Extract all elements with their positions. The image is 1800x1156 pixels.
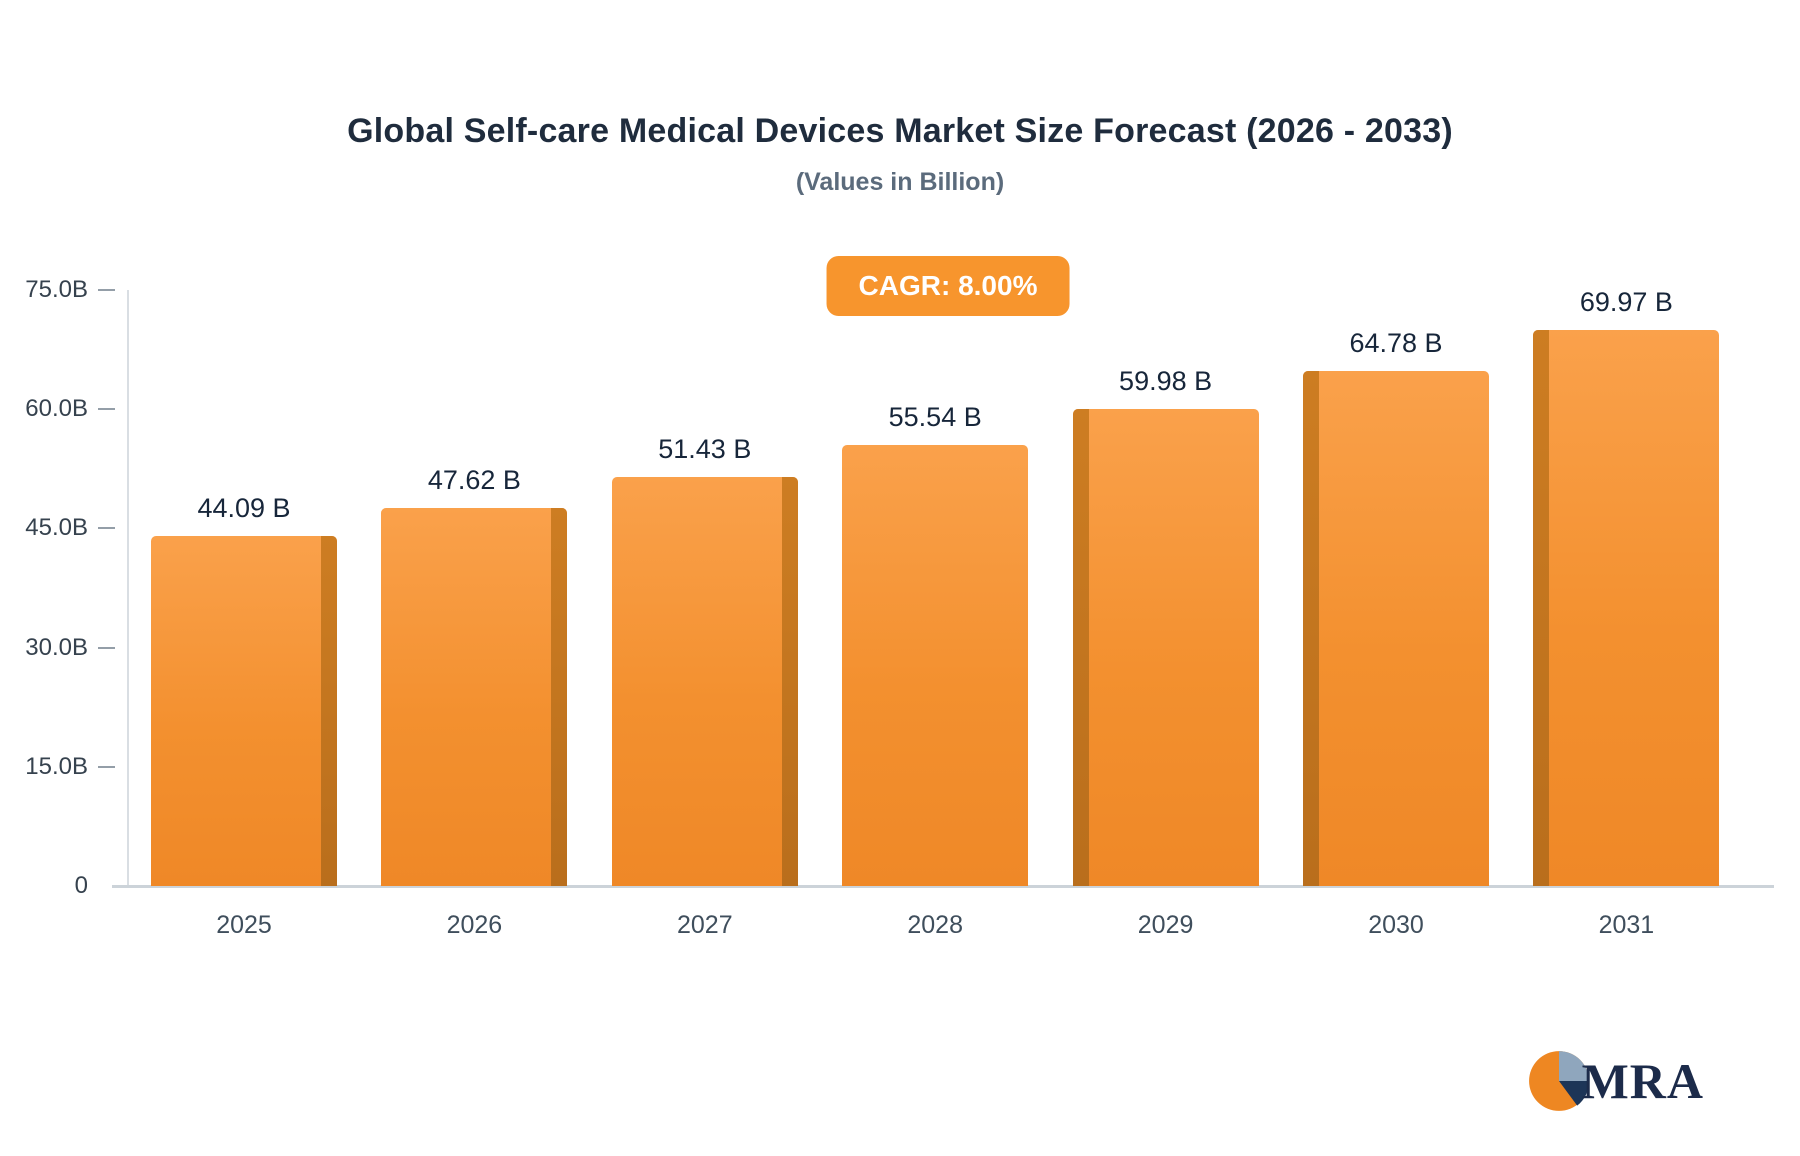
bar-value-label: 64.78 B — [1349, 328, 1443, 358]
y-axis-tick-mark — [98, 647, 115, 649]
bar-face — [842, 445, 1029, 886]
bar: 44.09 B 2025 — [151, 493, 337, 939]
y-axis-tick-label: 15.0B — [25, 753, 88, 780]
x-axis-label: 2026 — [446, 911, 503, 939]
x-axis-label: 2031 — [1598, 911, 1655, 939]
bar-face — [381, 508, 568, 886]
bar-face — [151, 536, 337, 886]
bar-face — [1072, 409, 1259, 886]
cagr-badge: CAGR: 8.00% — [826, 256, 1070, 316]
x-axis-label: 2027 — [676, 911, 733, 939]
mra-logo-text: MRA — [1581, 1053, 1704, 1109]
bar: 64.78 B 2030 — [1303, 328, 1489, 939]
y-axis-tick-mark — [98, 408, 115, 410]
bar: 51.43 B 2027 — [611, 434, 798, 939]
bar-face — [611, 477, 798, 886]
chart-subtitle: (Values in Billion) — [795, 168, 1005, 196]
bar-value-label: 55.54 B — [888, 402, 982, 432]
bar-value-label: 44.09 B — [197, 493, 291, 523]
y-axis-tick-label: 30.0B — [25, 634, 88, 661]
bar-value-label: 59.98 B — [1119, 366, 1213, 396]
y-axis-tick-mark — [98, 527, 115, 529]
chart-title: Global Self-care Medical Devices Market … — [347, 112, 1453, 150]
bar: 47.62 B 2026 — [381, 465, 568, 939]
bar: 69.97 B 2031 — [1533, 287, 1720, 939]
x-axis-baseline — [112, 885, 1774, 888]
bar-side-shade — [1303, 371, 1319, 886]
bar-side-shade — [321, 536, 337, 886]
bar-side-shade — [1533, 330, 1550, 886]
bar: 55.54 B 2028 — [842, 402, 1029, 939]
x-axis-label: 2029 — [1137, 911, 1194, 939]
bar-face — [1533, 330, 1720, 886]
bar-side-shade — [551, 508, 568, 886]
y-axis-tick-label: 60.0B — [25, 395, 88, 422]
mra-logo-icon — [1528, 1051, 1589, 1111]
bar-side-shade — [1072, 409, 1089, 886]
y-axis-tick-label: 75.0B — [25, 276, 88, 303]
bar-value-label: 69.97 B — [1579, 287, 1673, 317]
x-axis-label: 2025 — [216, 911, 272, 939]
bar-value-label: 51.43 B — [658, 434, 752, 464]
bar-side-shade — [781, 477, 798, 886]
y-axis-tick-label: 45.0B — [25, 514, 88, 541]
bar-face — [1303, 371, 1489, 886]
x-axis-label: 2028 — [907, 911, 963, 939]
y-axis-tick-mark — [98, 766, 115, 768]
mra-logo: MRA — [1528, 1050, 1704, 1112]
bar: 59.98 B 2029 — [1072, 366, 1259, 939]
y-axis-tick-label: 0 — [74, 872, 88, 899]
y-axis-line — [127, 290, 129, 886]
x-axis-label: 2030 — [1368, 911, 1424, 939]
y-axis-tick-mark — [98, 289, 115, 291]
bar-value-label: 47.62 B — [427, 465, 521, 495]
plot-area: 44.09 B 2025 47.62 B 2026 51.43 B 2027 55.54 B… — [25, 276, 1774, 939]
